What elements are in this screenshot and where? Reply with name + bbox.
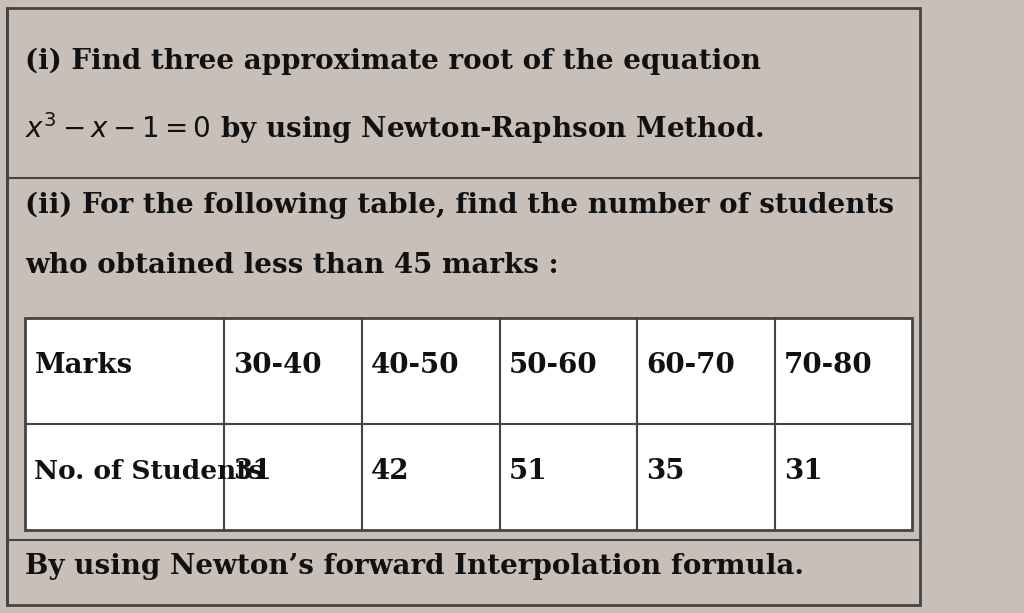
Text: No. of Students: No. of Students <box>35 459 264 484</box>
Text: (ii) For the following table, find the number of students: (ii) For the following table, find the n… <box>26 192 894 219</box>
Bar <box>26 318 912 530</box>
Text: $x^3 - x - 1 = 0$ by using Newton-Raphson Method.: $x^3 - x - 1 = 0$ by using Newton-Raphso… <box>26 110 765 146</box>
Text: 60-70: 60-70 <box>646 352 735 379</box>
Text: 51: 51 <box>509 458 548 485</box>
Text: 42: 42 <box>371 458 410 485</box>
Text: 50-60: 50-60 <box>509 352 597 379</box>
Text: 35: 35 <box>646 458 685 485</box>
Text: 31: 31 <box>233 458 272 485</box>
Text: who obtained less than 45 marks :: who obtained less than 45 marks : <box>26 252 559 279</box>
Text: By using Newton’s forward Interpolation formula.: By using Newton’s forward Interpolation … <box>26 553 804 580</box>
Text: 30-40: 30-40 <box>233 352 322 379</box>
Text: Marks: Marks <box>35 352 132 379</box>
Text: (i) Find three approximate root of the equation: (i) Find three approximate root of the e… <box>26 48 762 75</box>
Text: 31: 31 <box>784 458 822 485</box>
Text: 40-50: 40-50 <box>371 352 460 379</box>
Text: 70-80: 70-80 <box>784 352 872 379</box>
